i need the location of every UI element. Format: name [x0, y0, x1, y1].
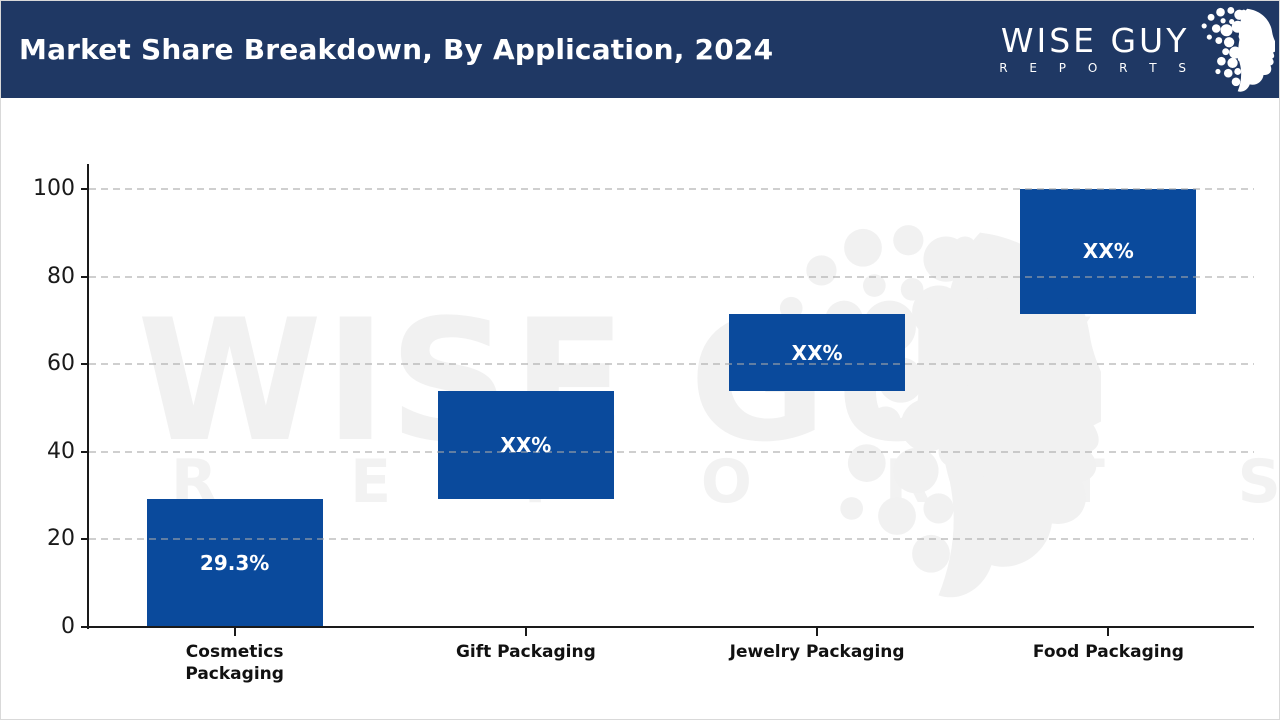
y-tick-80 [81, 275, 89, 278]
category-label-line: Jewelry Packaging [729, 642, 905, 662]
y-tick-0 [81, 626, 89, 628]
bar-label-jewelry-packaging: XX% [791, 340, 843, 365]
category-label-line: Cosmetics [185, 642, 284, 662]
bar-label-food-packaging: XX% [1082, 239, 1134, 264]
y-tick-label-40: 40 [47, 438, 75, 464]
wiseguy-face-icon [1201, 6, 1275, 92]
y-axis-spine [87, 164, 89, 629]
watermark-subtext: R E P O R T S [171, 447, 1280, 517]
gridline-60 [89, 363, 1254, 366]
y-tick-100 [81, 188, 89, 190]
y-tick-label-100: 100 [33, 176, 75, 201]
bar-food-packaging [1020, 189, 1197, 314]
x-tick-gift-packaging [524, 628, 527, 636]
category-label-jewelry-packaging: Jewelry Packaging [730, 641, 905, 663]
category-label-cosmetics-packaging: Cosmetics Packaging [185, 641, 284, 685]
x-tick-jewelry-packaging [816, 628, 819, 636]
y-tick-label-0: 0 [61, 614, 75, 639]
gridline-20 [89, 538, 1254, 541]
category-label-line: Food Packaging [1032, 642, 1184, 662]
y-tick-label-80: 80 [47, 263, 75, 289]
category-label-food-packaging: Food Packaging [1033, 641, 1184, 663]
wiseguy-logo-line2: R E P O R T S [999, 61, 1195, 75]
wiseguy-logo-line1: WISE GUY [1000, 21, 1190, 60]
x-tick-cosmetics-packaging [233, 628, 236, 636]
gridline-80 [89, 275, 1254, 278]
category-label-line: Packaging [185, 664, 284, 684]
y-tick-20 [81, 538, 89, 541]
header-band: Market Share Breakdown, By Application, … [1, 1, 1279, 98]
bar-gift-packaging [437, 391, 614, 499]
y-tick-label-60: 60 [47, 351, 75, 377]
y-tick-40 [81, 450, 89, 453]
bar-cosmetics-packaging [146, 498, 323, 627]
gridline-40 [89, 450, 1254, 453]
bar-label-cosmetics-packaging: 29.3% [199, 550, 270, 575]
category-label-gift-packaging: Gift Packaging [456, 641, 596, 663]
wiseguy-logo-text: WISE GUY R E P O R T S [995, 21, 1195, 76]
bar-label-gift-packaging: XX% [500, 433, 552, 457]
wiseguy-logo: WISE GUY R E P O R T S [995, 1, 1275, 98]
category-label-line: Gift Packaging [455, 642, 596, 662]
page-title: Market Share Breakdown, By Application, … [19, 33, 774, 66]
x-axis-spine [87, 626, 1254, 628]
y-tick-60 [81, 363, 89, 366]
bar-jewelry-packaging [729, 313, 906, 392]
gridline-100 [89, 188, 1254, 190]
x-tick-food-packaging [1107, 628, 1110, 636]
y-tick-label-20: 20 [47, 526, 75, 552]
